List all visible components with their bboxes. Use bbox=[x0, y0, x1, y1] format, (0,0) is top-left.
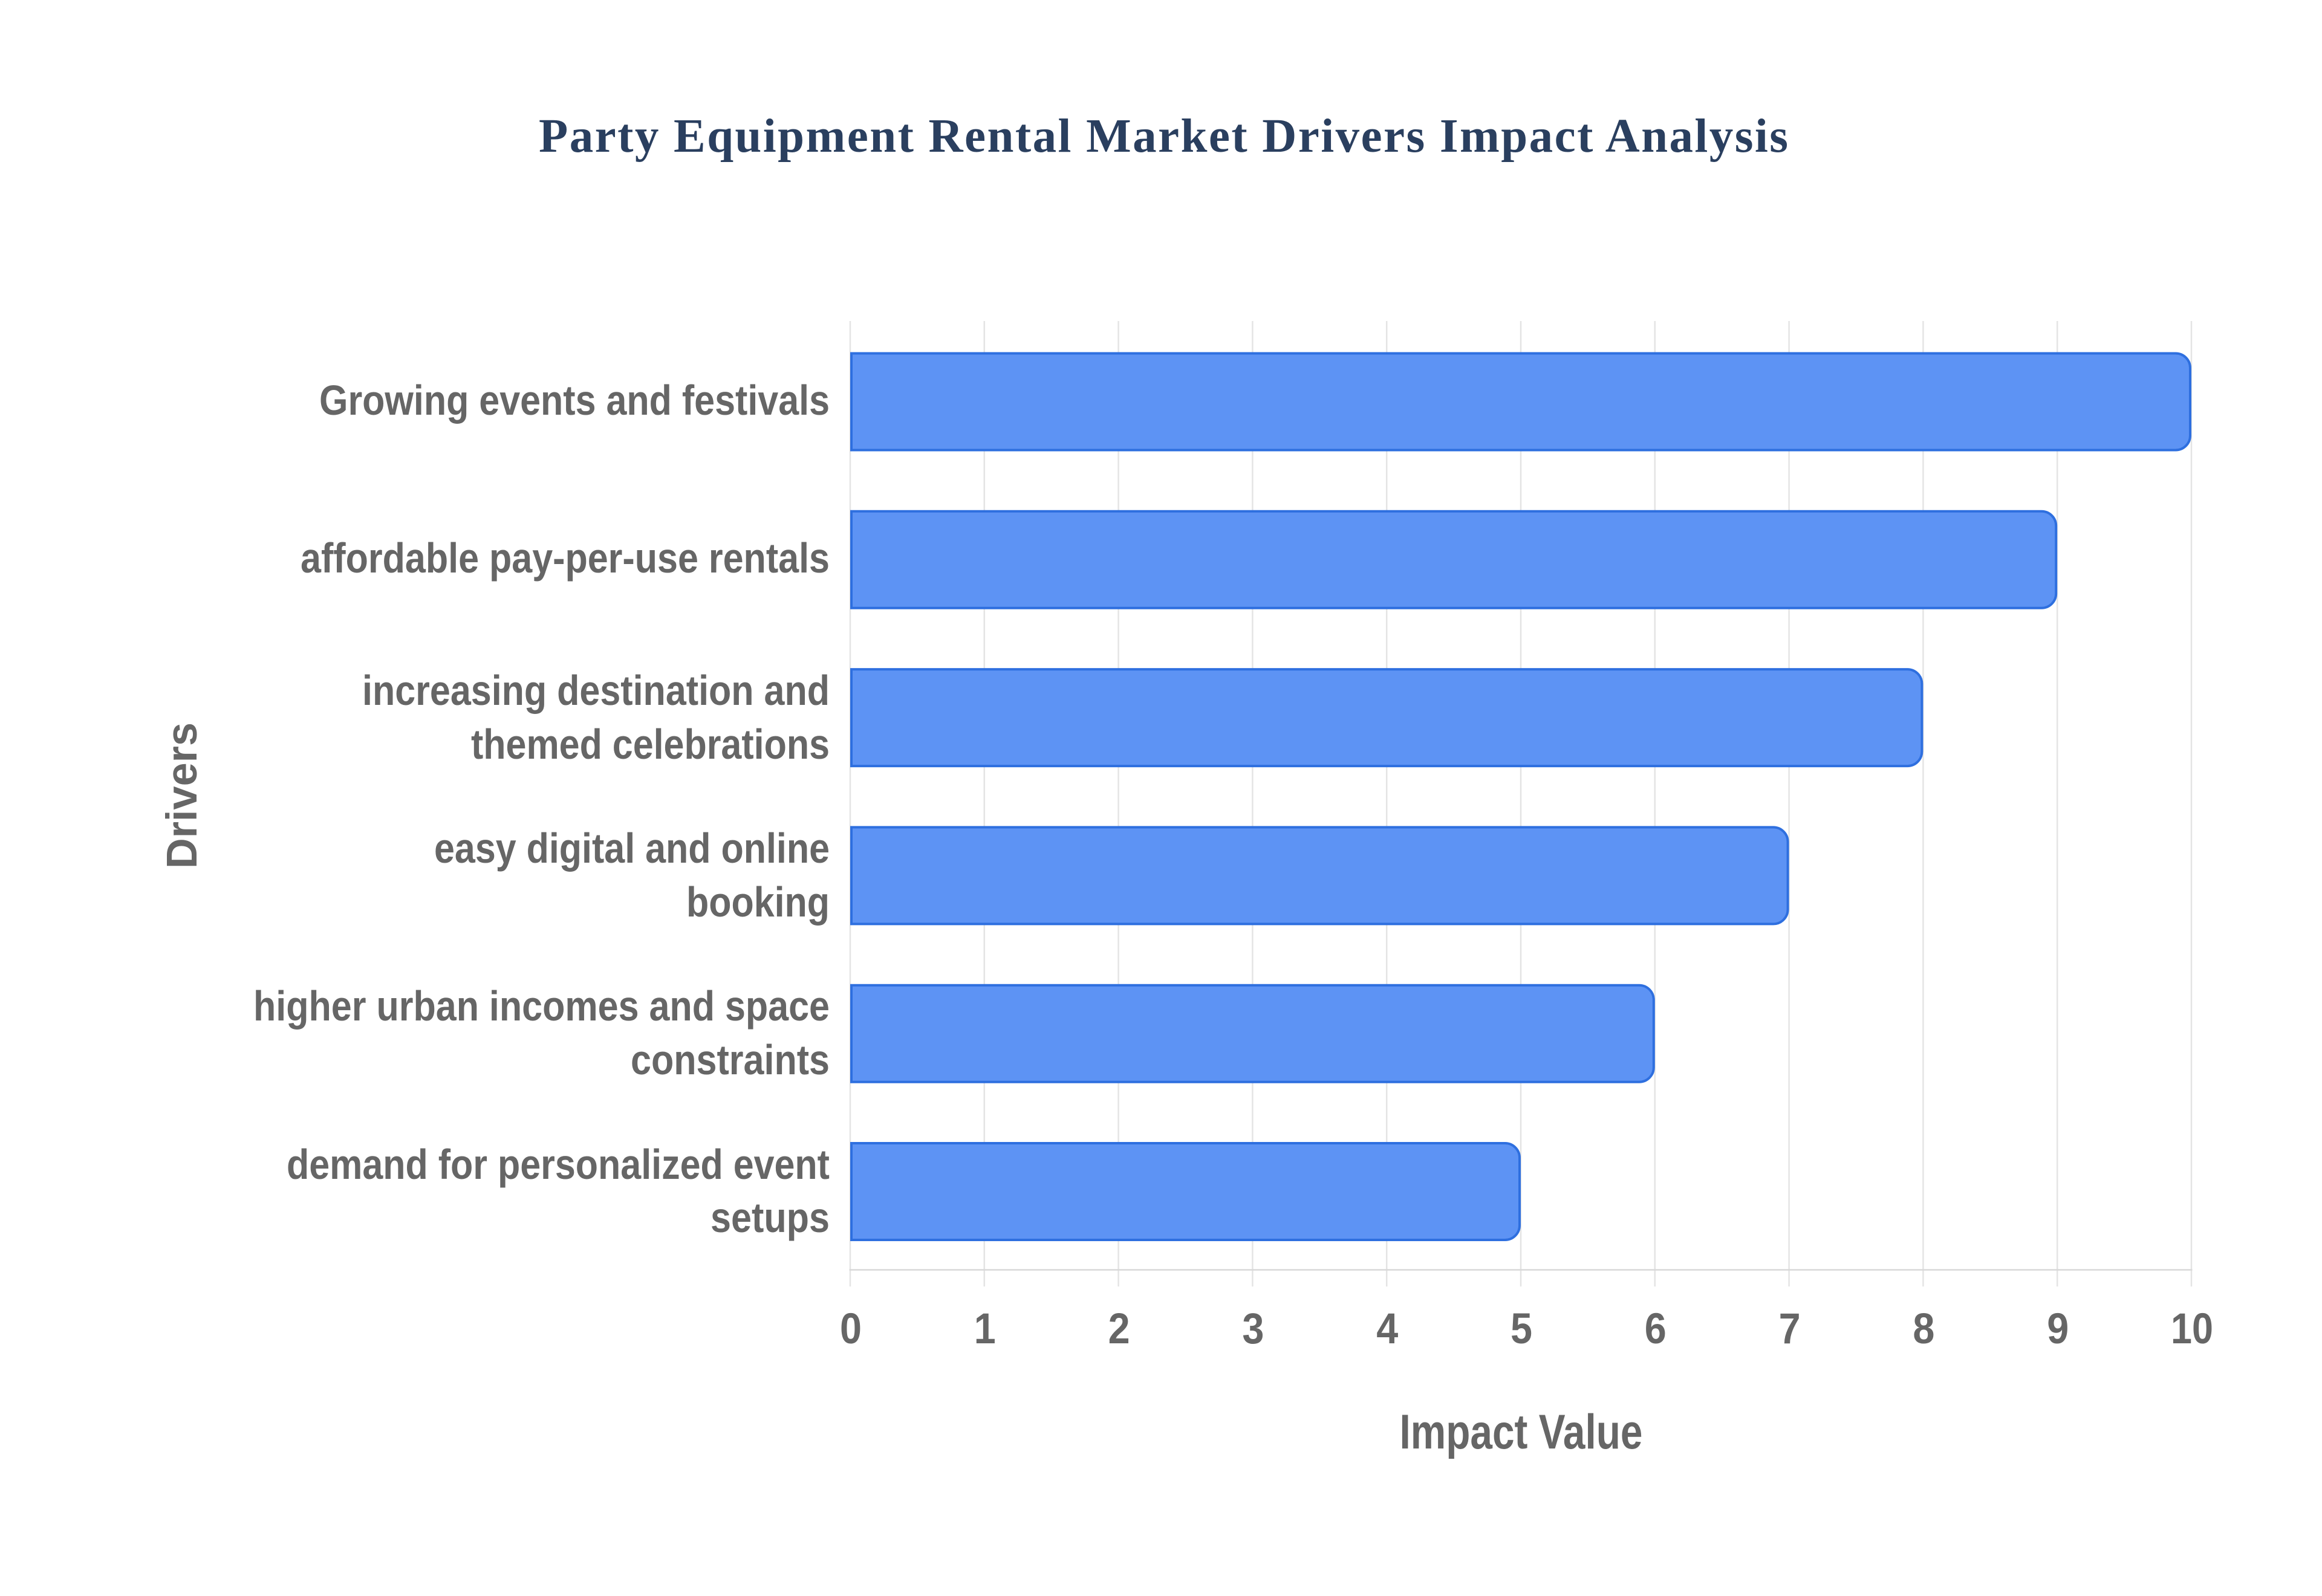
svg-text:Party Equipment Rental Market: Party Equipment Rental Market Drivers Im… bbox=[539, 110, 1788, 163]
svg-text:2: 2 bbox=[1108, 1305, 1130, 1353]
svg-text:affordable pay-per-use rentals: affordable pay-per-use rentals bbox=[301, 534, 830, 582]
svg-text:constraints: constraints bbox=[631, 1036, 830, 1083]
svg-text:booking: booking bbox=[686, 878, 830, 926]
svg-text:7: 7 bbox=[1779, 1305, 1801, 1353]
svg-text:0: 0 bbox=[840, 1305, 862, 1353]
svg-text:easy digital and online: easy digital and online bbox=[434, 825, 830, 872]
svg-text:1: 1 bbox=[974, 1305, 996, 1353]
svg-text:10: 10 bbox=[2171, 1305, 2213, 1353]
svg-text:increasing destination and: increasing destination and bbox=[362, 667, 830, 714]
svg-text:9: 9 bbox=[2047, 1305, 2069, 1353]
svg-text:4: 4 bbox=[1376, 1305, 1398, 1353]
svg-text:setups: setups bbox=[711, 1194, 830, 1241]
svg-text:6: 6 bbox=[1645, 1305, 1667, 1353]
svg-text:Drivers: Drivers bbox=[158, 722, 206, 869]
svg-text:demand for personalized event: demand for personalized event bbox=[287, 1141, 830, 1188]
svg-text:Growing events and festivals: Growing events and festivals bbox=[319, 377, 830, 424]
svg-text:8: 8 bbox=[1913, 1305, 1934, 1353]
svg-text:higher urban incomes and space: higher urban incomes and space bbox=[253, 982, 830, 1030]
svg-text:themed celebrations: themed celebrations bbox=[471, 721, 830, 768]
svg-text:3: 3 bbox=[1242, 1305, 1264, 1353]
svg-text:5: 5 bbox=[1511, 1305, 1532, 1353]
svg-text:Impact Value: Impact Value bbox=[1400, 1405, 1643, 1459]
